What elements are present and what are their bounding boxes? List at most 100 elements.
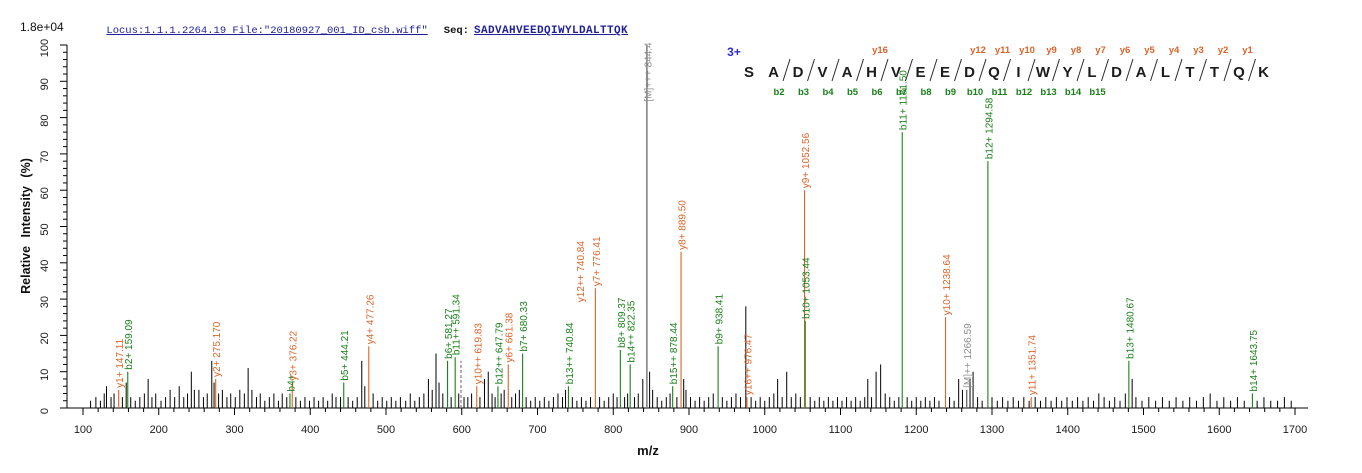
- y-ion-tag: y12: [970, 45, 986, 56]
- sequence-residue: L: [1161, 64, 1170, 81]
- fragment-slash: [1101, 58, 1109, 82]
- fragment-slash: [929, 58, 938, 82]
- axes: 100 200 300 400 500 600 700 800 900 1000 1100 1200 1…: [39, 39, 1308, 436]
- fragment-slash: [807, 58, 815, 82]
- x-tick-label: 1300: [980, 424, 1004, 436]
- peak-label: y6+ 661.38: [505, 312, 516, 362]
- fragment-slash: [856, 58, 864, 82]
- peaks: [90, 45, 1292, 408]
- y-ion-tag: y8: [1071, 45, 1082, 56]
- y-tick-label: 70: [39, 151, 51, 163]
- x-tick-label: 1000: [753, 424, 777, 436]
- sequence-residue: W: [1036, 64, 1051, 81]
- sequence-residue: Q: [1233, 64, 1245, 81]
- peak-label: b2+ 159.09: [124, 319, 135, 370]
- y-tick-label: 100: [39, 39, 51, 57]
- peak-label: b13+ 1480.67: [1125, 297, 1136, 359]
- x-tick-label: 1400: [1056, 424, 1080, 436]
- peak-label: b6+ 581.27: [444, 308, 455, 359]
- y-ion-tag: y16: [872, 45, 888, 56]
- y-tick-label: 10: [39, 369, 51, 381]
- sequence-residue: A: [842, 64, 853, 81]
- x-tick-label: 300: [225, 424, 243, 436]
- y-tick-label: 20: [39, 332, 51, 344]
- peak-label: b14++ 822.35: [627, 300, 638, 362]
- fragment-slash: [1174, 58, 1183, 82]
- peak-label: b7+ 680.33: [519, 301, 530, 352]
- x-axis-title: m/z: [637, 443, 659, 458]
- sequence-residue: D: [793, 64, 804, 81]
- peak-label: b11+ 1181.50: [899, 70, 910, 130]
- x-tick-label: 1600: [1207, 424, 1231, 436]
- x-tick-label: 1100: [829, 424, 853, 436]
- peak-label: y16++ 976.47: [743, 334, 754, 396]
- peak-label: b5+ 444.21: [340, 330, 351, 381]
- sequence-residue: A: [768, 64, 779, 81]
- b-ion-tag: b4: [822, 87, 834, 98]
- sequence-residue: V: [817, 64, 827, 81]
- b-ion-tag: b11: [992, 87, 1009, 98]
- y-ion-tag: y2: [1218, 45, 1229, 56]
- y-ion-tag: y5: [1144, 45, 1155, 56]
- peak-label: b4+: [286, 374, 297, 391]
- fragment-slash: [978, 58, 987, 82]
- peak-label: b12+ 1294.58: [984, 97, 995, 159]
- y-tick-label: 40: [39, 260, 51, 272]
- sequence-residue: Q: [988, 64, 1000, 81]
- y-ion-tag: y3: [1193, 45, 1204, 56]
- x-tick-label: 200: [150, 424, 168, 436]
- peak-label: y8+ 889.50: [678, 200, 689, 250]
- y-tick-label: 90: [39, 78, 51, 90]
- peak-label: b12++ 647.79: [494, 322, 505, 384]
- sequence-residue: D: [1111, 64, 1122, 81]
- peak-label: [M]+++ 844.4: [643, 42, 654, 102]
- x-tick-label: 100: [74, 424, 92, 436]
- sequence-residue: E: [940, 64, 950, 81]
- peak-label: y3+ 376.22: [289, 330, 300, 380]
- sequence-residue: T: [1185, 64, 1194, 81]
- y-ion-tag: y11: [995, 45, 1011, 56]
- locus-file-text: Locus:1.1.1.2264.19 File:"20180927_001_I…: [106, 25, 428, 37]
- fragment-slash: [782, 58, 791, 82]
- fragment-slash: [954, 58, 962, 82]
- fragment-slash: [905, 58, 913, 82]
- fragment-slash: [1027, 58, 1036, 82]
- peak-label: b9+ 938.41: [715, 294, 726, 345]
- fragment-slash: [1076, 58, 1085, 82]
- b-ion-tag: b12: [1016, 87, 1032, 98]
- peak-label: y12++ 740.84: [576, 241, 587, 303]
- y-tick-label: 30: [39, 296, 51, 308]
- x-tick-label: 600: [453, 424, 471, 436]
- sequence-residue: A: [1136, 64, 1147, 81]
- b-ion-tag: b5: [847, 87, 859, 98]
- peak-label: y2+ 275.170: [212, 321, 223, 377]
- x-tick-label: 500: [377, 424, 395, 436]
- peak-label: y1+ 147.11: [115, 338, 126, 387]
- y-ion-tag: y10: [1019, 45, 1035, 56]
- fragment-slash: [1248, 58, 1256, 82]
- b-ion-tag: b2: [773, 87, 784, 98]
- sequence-residue: T: [1210, 64, 1219, 81]
- y-tick-label: 80: [39, 114, 51, 126]
- fragment-slash: [880, 58, 889, 82]
- charge-state-label: 3+: [727, 45, 741, 59]
- b-ion-tag: b7: [896, 87, 907, 98]
- b-ion-tag: b8: [920, 87, 931, 98]
- fragment-slash: [1125, 58, 1134, 82]
- peak-label: b10+ 1053.44: [802, 257, 813, 319]
- sequence-residue: L: [1087, 64, 1096, 81]
- y-ion-tag: y9: [1046, 45, 1057, 56]
- sequence-residue: V: [891, 64, 901, 81]
- peak-label: b14+ 1643.75: [1249, 330, 1260, 392]
- peak-label: y10+ 1238.64: [942, 254, 953, 315]
- sequence-residue: I: [1016, 64, 1020, 81]
- x-tick-label: 400: [301, 424, 319, 436]
- peptide-sequence-text: SADVAHVEEDQIWYLDALTTQK: [473, 25, 629, 37]
- x-tick-label: 1200: [904, 424, 928, 436]
- peak-label: y9+ 1052.56: [801, 132, 812, 188]
- b-ion-tag: b13: [1040, 87, 1056, 98]
- peak-label: y4+ 477.26: [365, 294, 376, 344]
